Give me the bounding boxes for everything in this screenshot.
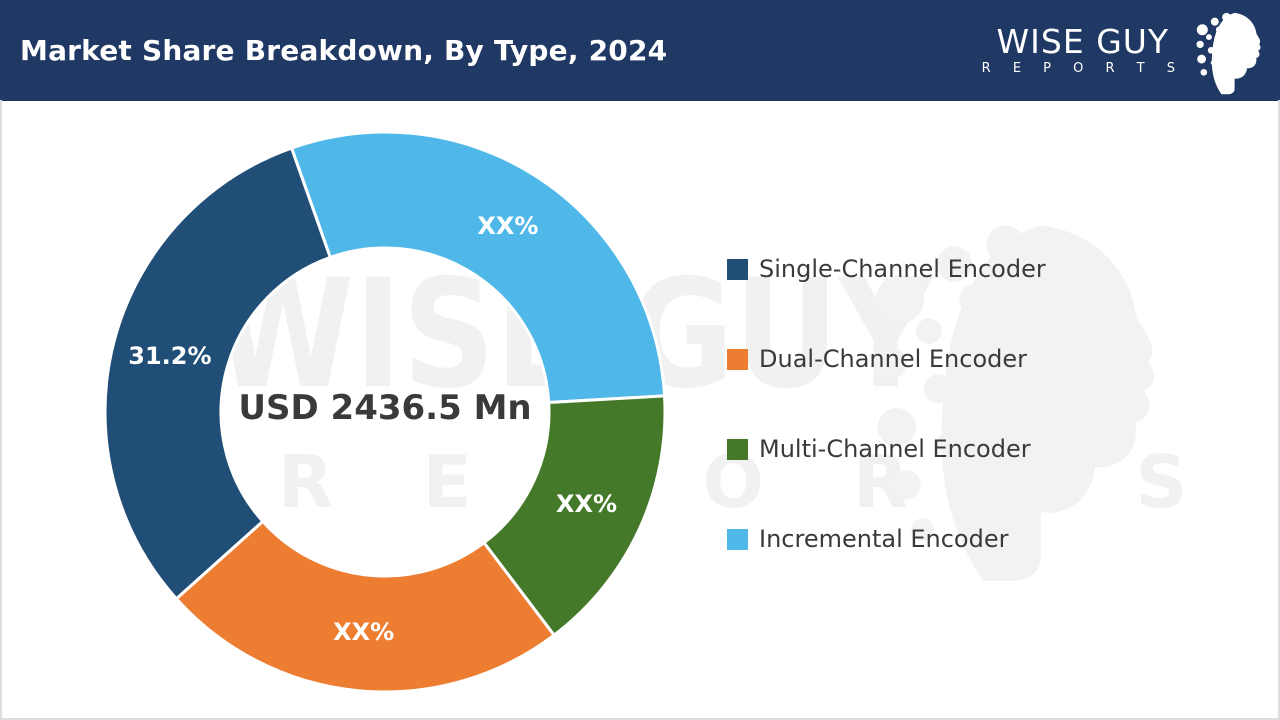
slice-value-label-single-channel-encoder: 31.2% xyxy=(128,342,211,370)
slice-value-label-dual-channel-encoder: XX% xyxy=(333,618,394,646)
page-title: Market Share Breakdown, By Type, 2024 xyxy=(20,34,668,67)
legend-item-single-channel-encoder: Single-Channel Encoder xyxy=(727,255,1046,283)
chart-legend: Single-Channel Encoder Dual-Channel Encod… xyxy=(727,255,1046,553)
legend-swatch-single-channel-encoder xyxy=(727,258,748,280)
legend-swatch-dual-channel-encoder xyxy=(727,348,748,370)
donut-slice-dual-channel-encoder xyxy=(174,519,556,694)
donut-chart: XX% XX% XX% 31.2% xyxy=(103,130,667,694)
slice-value-label-incremental-encoder: XX% xyxy=(477,212,538,240)
logo-sub-text: R E P O R T S xyxy=(981,61,1184,77)
watermark-face-icon xyxy=(874,225,1154,581)
header-bar: Market Share Breakdown, By Type, 2024 WI… xyxy=(0,0,1280,101)
legend-swatch-multi-channel-encoder xyxy=(727,438,748,460)
logo-name-text: WISE GUY xyxy=(996,21,1170,61)
legend-item-multi-channel-encoder: Multi-Channel Encoder xyxy=(727,435,1046,463)
legend-item-incremental-encoder: Incremental Encoder xyxy=(727,525,1046,553)
donut-slice-incremental-encoder xyxy=(290,130,667,405)
legend-label-multi-channel-encoder: Multi-Channel Encoder xyxy=(759,435,1031,463)
slice-value-label-multi-channel-encoder: XX% xyxy=(556,490,617,518)
legend-label-single-channel-encoder: Single-Channel Encoder xyxy=(759,255,1046,283)
donut-slice-single-channel-encoder xyxy=(103,146,332,601)
legend-swatch-incremental-encoder xyxy=(727,528,748,550)
wiseguy-logo: WISE GUY R E P O R T S xyxy=(982,0,1266,101)
logo-face-icon xyxy=(1196,12,1261,94)
legend-label-incremental-encoder: Incremental Encoder xyxy=(759,525,1009,553)
chart-center-value: USD 2436.5 Mn xyxy=(238,388,532,428)
legend-item-dual-channel-encoder: Dual-Channel Encoder xyxy=(727,345,1046,373)
legend-label-dual-channel-encoder: Dual-Channel Encoder xyxy=(759,345,1028,373)
logo-text-block: WISE GUY R E P O R T S xyxy=(981,21,1184,77)
